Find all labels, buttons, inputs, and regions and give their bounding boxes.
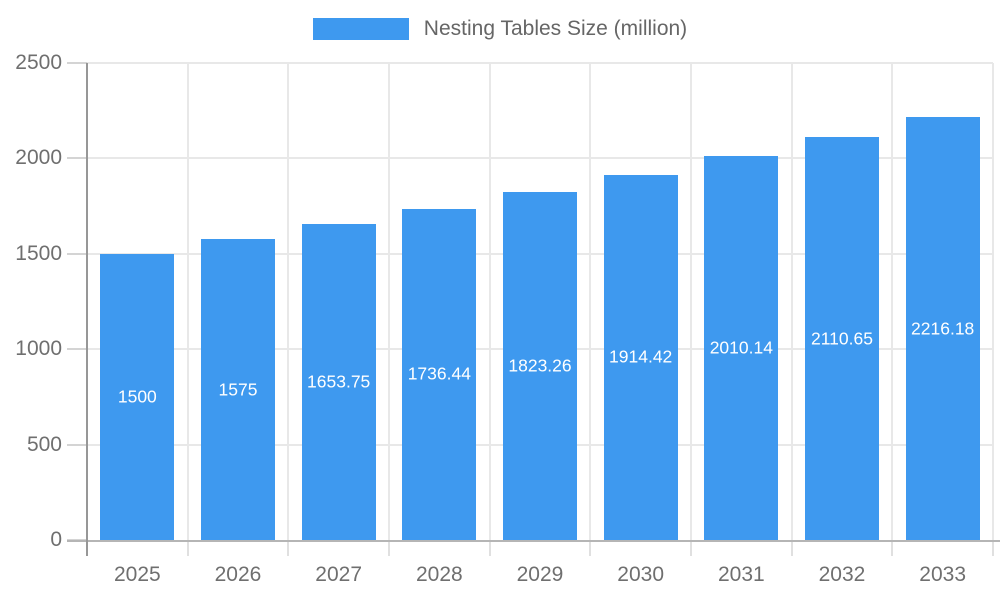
gridline-vertical: [992, 63, 994, 540]
x-axis-label: 2030: [617, 563, 665, 586]
gridline-vertical: [488, 63, 491, 540]
gridline-vertical: [388, 63, 390, 540]
y-axis-tick: [67, 443, 87, 446]
y-axis-label: 2500: [15, 51, 62, 74]
gridline-vertical: [690, 63, 692, 540]
gridline-vertical: [589, 63, 592, 540]
gridline-vertical: [891, 63, 894, 540]
bar-2027[interactable]: 1653.75: [301, 224, 376, 540]
bar-value-label: 1500: [117, 386, 157, 407]
x-axis-label: 2032: [818, 563, 866, 586]
legend-swatch-icon: [312, 18, 409, 40]
bar-2030[interactable]: 1914.42: [603, 174, 678, 540]
y-axis-label: 1000: [15, 337, 62, 361]
gridline-vertical: [790, 63, 793, 540]
y-axis-tick: [67, 252, 87, 255]
x-axis-tick: [690, 542, 692, 556]
x-axis-tick: [186, 542, 189, 556]
x-axis-label: 2031: [717, 563, 765, 586]
bar-value-label: 1914.42: [609, 346, 673, 367]
gridline-vertical: [186, 63, 189, 540]
x-axis-tick: [287, 542, 290, 556]
legend-label: Nesting Tables Size (million): [423, 17, 688, 40]
x-axis-tick: [992, 542, 994, 556]
bar-value-label: 2010.14: [709, 337, 773, 358]
x-axis-line: [67, 540, 1000, 542]
bar-value-label: 1823.26: [508, 355, 572, 376]
bar-2026[interactable]: 1575: [201, 239, 275, 540]
y-axis-label: 1500: [15, 241, 62, 265]
bar-2028[interactable]: 1736.44: [402, 208, 477, 540]
bar-value-label: 2110.65: [811, 328, 873, 349]
x-axis-tick: [388, 542, 390, 556]
x-axis-tick: [589, 542, 592, 556]
gridline-horizontal: [87, 157, 993, 160]
y-axis-tick: [67, 62, 87, 64]
bar-2033[interactable]: 2216.18: [905, 117, 980, 540]
bar-2032[interactable]: 2110.65: [805, 137, 879, 540]
gridline-horizontal: [87, 62, 993, 64]
bar-2031[interactable]: 2010.14: [704, 156, 779, 540]
gridline-vertical: [287, 63, 290, 540]
legend[interactable]: Nesting Tables Size (million): [0, 17, 1000, 41]
y-axis-label: 500: [26, 432, 62, 456]
x-axis-label: 2028: [415, 563, 463, 586]
x-axis-tick: [891, 542, 894, 556]
bar-value-label: 1736.44: [407, 363, 471, 384]
x-axis-label: 2025: [113, 563, 161, 586]
x-axis-label: 2027: [315, 563, 363, 586]
y-axis-tick: [67, 348, 87, 351]
x-axis-label: 2029: [516, 563, 564, 586]
y-axis-label: 0: [50, 528, 62, 551]
x-axis-label: 2026: [214, 563, 262, 586]
bar-value-label: 2216.18: [911, 318, 975, 339]
x-axis-tick: [488, 542, 491, 556]
bar-2025[interactable]: 1500: [100, 253, 175, 540]
y-axis-label: 2000: [15, 146, 62, 170]
y-axis-line: [86, 63, 88, 542]
x-axis-tick: [790, 542, 793, 556]
bar-value-label: 1575: [218, 379, 258, 400]
x-axis-tick: [86, 542, 88, 556]
bar-value-label: 1653.75: [307, 371, 371, 392]
bar-2029[interactable]: 1823.26: [503, 192, 577, 540]
y-axis-tick: [67, 157, 87, 160]
x-axis-label: 2033: [919, 563, 967, 586]
